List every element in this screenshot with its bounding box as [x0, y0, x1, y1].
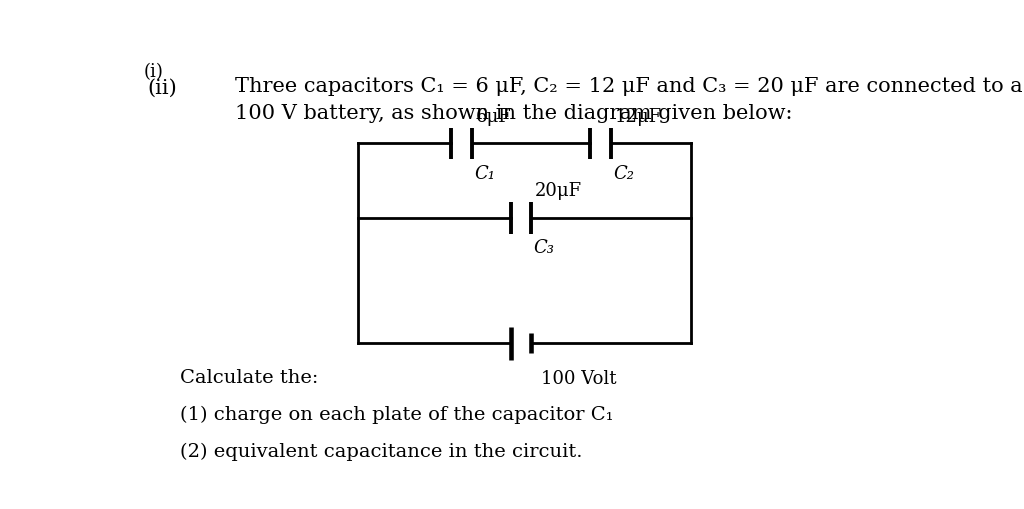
Text: (ii): (ii): [147, 79, 177, 98]
Text: 12μF: 12μF: [614, 108, 662, 126]
Text: Calculate the:: Calculate the:: [179, 369, 318, 387]
Text: Three capacitors C₁ = 6 μF, C₂ = 12 μF and C₃ = 20 μF are connected to a
100 V b: Three capacitors C₁ = 6 μF, C₂ = 12 μF a…: [236, 77, 1023, 123]
Text: 20μF: 20μF: [536, 182, 583, 200]
Text: (2) equivalent capacitance in the circuit.: (2) equivalent capacitance in the circui…: [179, 443, 582, 462]
Text: (i): (i): [143, 63, 164, 81]
Text: C₃: C₃: [534, 239, 555, 258]
Text: C₁: C₁: [474, 165, 495, 183]
Text: C₂: C₂: [613, 165, 634, 183]
Text: (1) charge on each plate of the capacitor C₁: (1) charge on each plate of the capacito…: [179, 406, 613, 424]
Text: 6μF: 6μF: [475, 108, 511, 126]
Text: 100 Volt: 100 Volt: [541, 370, 616, 387]
